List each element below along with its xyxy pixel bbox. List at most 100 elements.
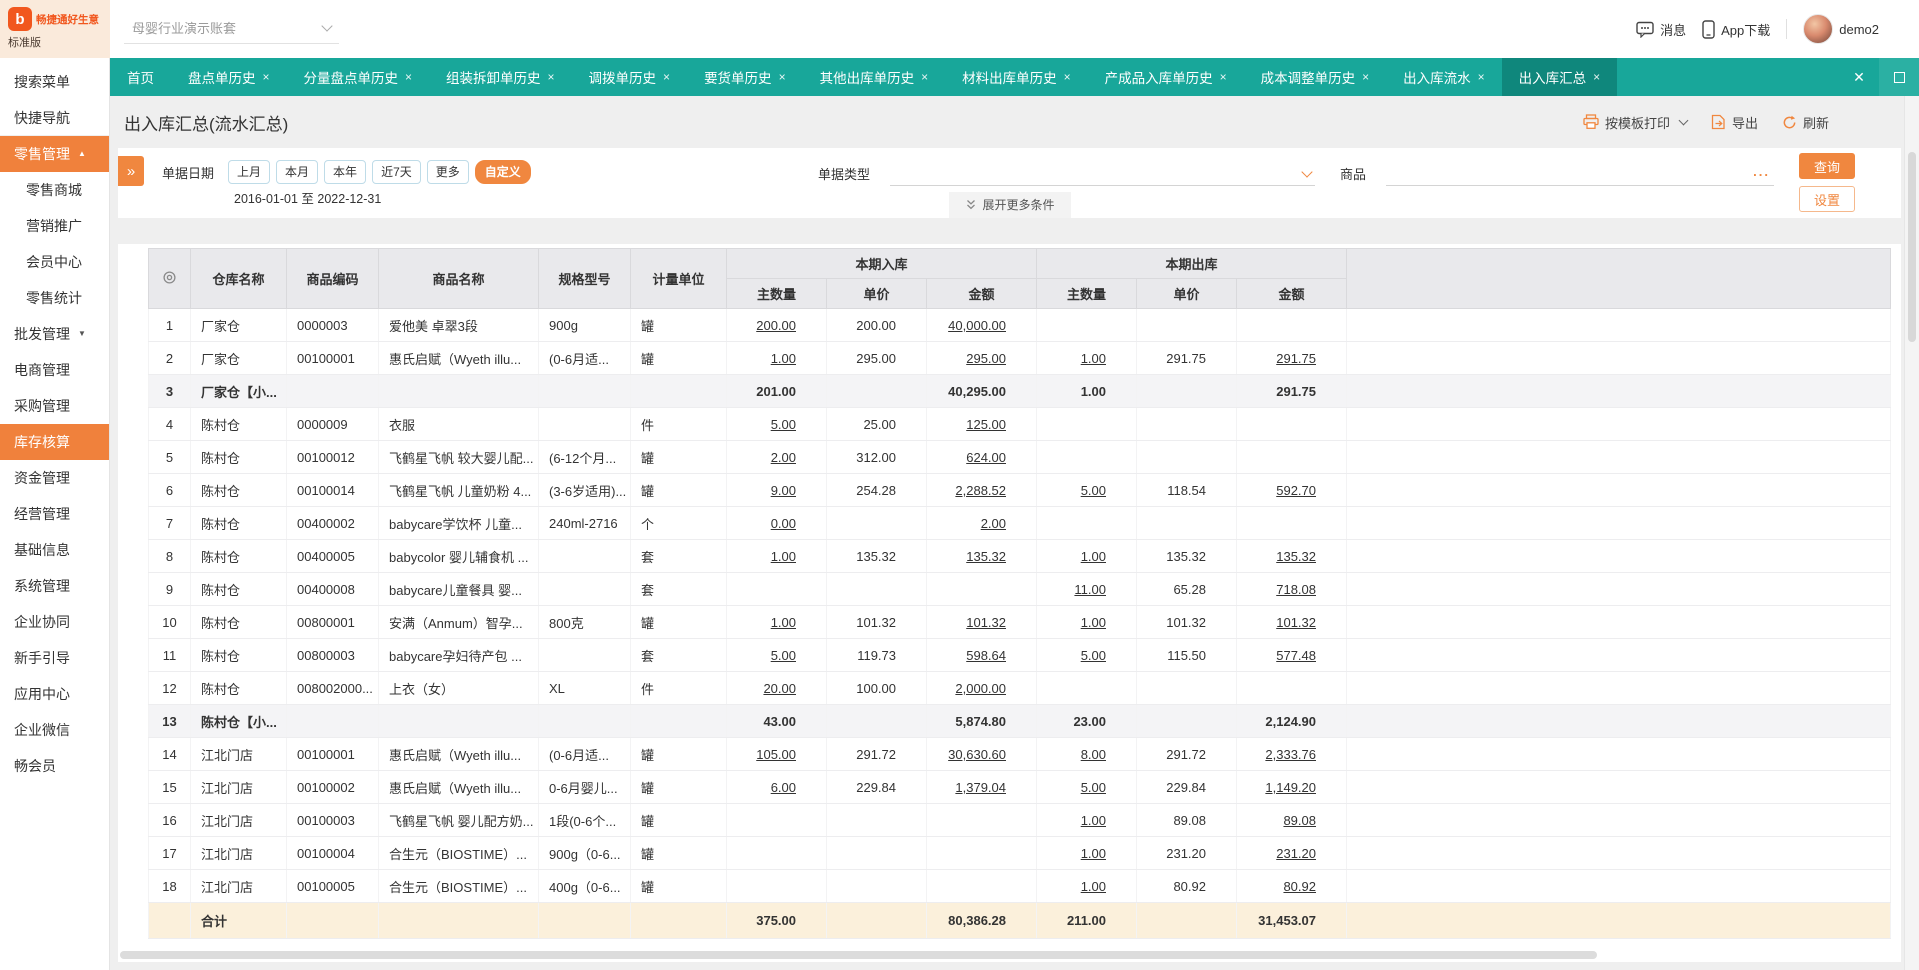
tab-close-icon[interactable]: × [778, 70, 786, 84]
tab-close-icon[interactable]: × [1219, 70, 1227, 84]
tab[interactable]: 出入库汇总 × [1501, 58, 1618, 96]
cell-in-qty[interactable]: 6.00 [726, 770, 827, 804]
tab[interactable]: 材料出库单历史 × [945, 58, 1088, 96]
cell-out-amount[interactable]: 135.32 [1236, 539, 1347, 573]
cell-out-amount[interactable]: 291.75 [1236, 341, 1347, 375]
sidebar-item[interactable]: 采购管理 [0, 388, 109, 424]
fullscreen-icon[interactable] [1879, 58, 1919, 96]
cell-out-qty[interactable]: 5.00 [1036, 473, 1137, 507]
tab[interactable]: 组装拆卸单历史 × [429, 58, 572, 96]
cell-out-amount[interactable]: 577.48 [1236, 638, 1347, 672]
subcolumn-header[interactable]: 单价 [826, 278, 927, 309]
tab-close-icon[interactable]: × [663, 70, 671, 84]
tab-close-icon[interactable]: × [547, 70, 555, 84]
cell-out-amount[interactable]: 1,149.20 [1236, 770, 1347, 804]
tab[interactable]: 要货单历史 × [687, 58, 803, 96]
cell-in-amount[interactable]: 2.00 [926, 506, 1037, 540]
ellipsis-icon[interactable]: ... [1753, 164, 1771, 179]
tab[interactable]: 出入库流水 × [1386, 58, 1502, 96]
account-select[interactable]: 母婴行业演示账套 [124, 14, 339, 44]
cell-in-amount[interactable]: 125.00 [926, 407, 1037, 441]
cell-in-qty[interactable]: 200.00 [726, 308, 827, 342]
cell-out-qty[interactable]: 1.00 [1036, 605, 1137, 639]
date-preset-pill[interactable]: 近7天 [372, 160, 421, 184]
sidebar-item[interactable]: 应用中心 [0, 676, 109, 712]
sidebar-item[interactable]: 经营管理 [0, 496, 109, 532]
cell-out-qty[interactable]: 1.00 [1036, 539, 1137, 573]
product-input[interactable]: ... [1386, 164, 1775, 186]
tab[interactable]: 其他出库单历史 × [803, 58, 946, 96]
export-button[interactable]: 导出 [1711, 113, 1758, 132]
cell-out-qty[interactable]: 8.00 [1036, 737, 1137, 771]
cell-out-amount[interactable]: 231.20 [1236, 836, 1347, 870]
subcolumn-header[interactable]: 金额 [926, 278, 1037, 309]
sidebar-item[interactable]: 快捷导航 [0, 100, 109, 136]
user-menu[interactable]: demo2 [1803, 14, 1879, 44]
cell-in-qty[interactable]: 5.00 [726, 407, 827, 441]
sidebar-item[interactable]: 库存核算 [0, 424, 109, 460]
column-header[interactable]: 计量单位 [630, 248, 727, 309]
cell-in-qty[interactable]: 1.00 [726, 605, 827, 639]
cell-in-qty[interactable]: 1.00 [726, 539, 827, 573]
settings-button[interactable]: 设置 [1799, 186, 1855, 212]
cell-in-amount[interactable]: 295.00 [926, 341, 1037, 375]
cell-out-amount[interactable]: 2,333.76 [1236, 737, 1347, 771]
tab[interactable]: 产成品入库单历史 × [1088, 58, 1244, 96]
sidebar-item[interactable]: 系统管理 [0, 568, 109, 604]
sidebar-item[interactable]: 批发管理 ▼ [0, 316, 109, 352]
cell-in-qty[interactable]: 1.00 [726, 341, 827, 375]
cell-in-amount[interactable]: 624.00 [926, 440, 1037, 474]
tab[interactable]: 首页 [110, 58, 171, 96]
cell-out-amount[interactable]: 592.70 [1236, 473, 1347, 507]
subcolumn-header[interactable]: 单价 [1136, 278, 1237, 309]
sidebar-item[interactable]: 企业微信 [0, 712, 109, 748]
cell-out-qty[interactable]: 1.00 [1036, 803, 1137, 837]
cell-in-qty[interactable]: 105.00 [726, 737, 827, 771]
cell-in-qty[interactable]: 9.00 [726, 473, 827, 507]
subcolumn-header[interactable]: 主数量 [1036, 278, 1137, 309]
cell-out-qty[interactable]: 1.00 [1036, 836, 1137, 870]
sidebar-item[interactable]: 搜索菜单 [0, 64, 109, 100]
close-all-tabs-icon[interactable]: ✕ [1853, 68, 1865, 85]
sidebar-item[interactable]: 资金管理 [0, 460, 109, 496]
sidebar-item[interactable]: 零售商城 [0, 172, 109, 208]
column-header[interactable]: 仓库名称 [190, 248, 287, 309]
messages-button[interactable]: 消息 [1636, 20, 1686, 39]
cell-in-amount[interactable]: 101.32 [926, 605, 1037, 639]
tab-close-icon[interactable]: × [1063, 70, 1071, 84]
refresh-button[interactable]: 刷新 [1782, 113, 1829, 132]
cell-in-amount[interactable]: 40,000.00 [926, 308, 1037, 342]
cell-in-amount[interactable]: 598.64 [926, 638, 1037, 672]
column-header[interactable]: 商品编码 [286, 248, 379, 309]
cell-in-qty[interactable]: 2.00 [726, 440, 827, 474]
cell-out-qty[interactable]: 5.00 [1036, 638, 1137, 672]
app-download-button[interactable]: App下载 [1702, 19, 1770, 39]
cell-in-amount[interactable]: 2,288.52 [926, 473, 1037, 507]
cell-out-qty[interactable]: 11.00 [1036, 572, 1137, 606]
tab[interactable]: 分量盘点单历史 × [287, 58, 430, 96]
tab-close-icon[interactable]: × [262, 70, 270, 84]
cell-out-qty[interactable]: 5.00 [1036, 770, 1137, 804]
cell-out-qty[interactable]: 1.00 [1036, 869, 1137, 903]
sidebar-item[interactable]: 零售统计 [0, 280, 109, 316]
cell-out-amount[interactable]: 89.08 [1236, 803, 1347, 837]
subcolumn-header[interactable]: 主数量 [726, 278, 827, 309]
doc-type-select[interactable] [890, 164, 1316, 186]
tab[interactable]: 盘点单历史 × [171, 58, 287, 96]
sidebar-item[interactable]: 基础信息 [0, 532, 109, 568]
cell-in-amount[interactable]: 2,000.00 [926, 671, 1037, 705]
horizontal-scrollbar[interactable] [120, 951, 1899, 959]
cell-out-amount[interactable]: 101.32 [1236, 605, 1347, 639]
tab[interactable]: 调拨单历史 × [572, 58, 688, 96]
expand-more-filters-button[interactable]: 展开更多条件 [948, 192, 1071, 218]
sidebar-item[interactable]: 电商管理 [0, 352, 109, 388]
sidebar-item[interactable]: 企业协同 [0, 604, 109, 640]
vertical-scrollbar-thumb[interactable] [1908, 152, 1916, 342]
tab-close-icon[interactable]: × [1362, 70, 1370, 84]
sidebar-item[interactable]: 营销推广 [0, 208, 109, 244]
cell-in-qty[interactable]: 20.00 [726, 671, 827, 705]
cell-out-amount[interactable]: 718.08 [1236, 572, 1347, 606]
custom-date-badge[interactable]: 自定义 [474, 160, 531, 184]
sidebar-item[interactable]: 零售管理 ▲ [0, 136, 109, 172]
print-by-template-button[interactable]: 按模板打印 [1583, 113, 1689, 132]
